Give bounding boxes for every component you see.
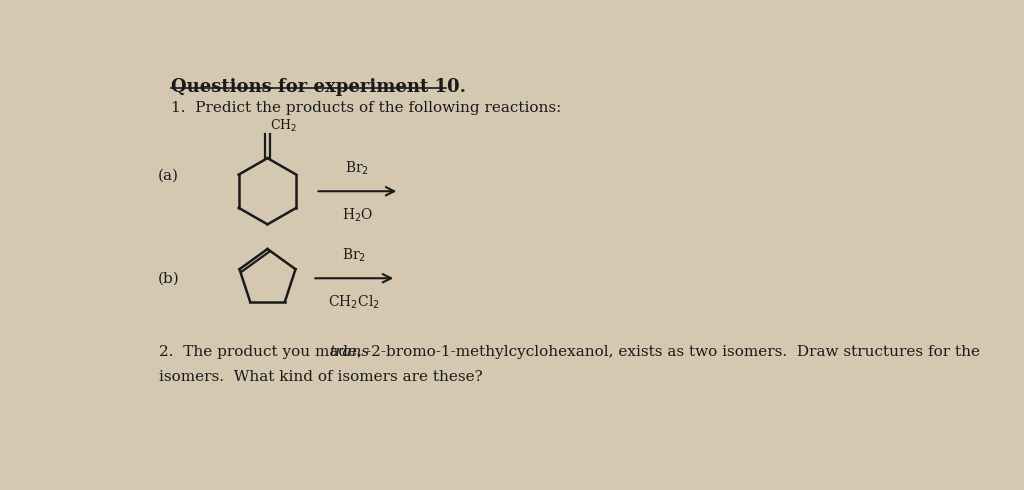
Text: isomers.  What kind of isomers are these?: isomers. What kind of isomers are these?: [159, 370, 482, 384]
Text: trans: trans: [330, 345, 370, 359]
Text: (a): (a): [158, 169, 178, 183]
Text: CH$_2$Cl$_2$: CH$_2$Cl$_2$: [329, 294, 380, 311]
Text: Questions for experiment 10.: Questions for experiment 10.: [171, 78, 466, 96]
Text: 1.  Predict the products of the following reactions:: 1. Predict the products of the following…: [171, 101, 561, 115]
Text: Br$_2$: Br$_2$: [345, 160, 370, 177]
Text: Br$_2$: Br$_2$: [342, 247, 367, 265]
Text: -2-bromo-1-methylcyclohexanol, exists as two isomers.  Draw structures for the: -2-bromo-1-methylcyclohexanol, exists as…: [366, 345, 980, 359]
Text: H$_2$O: H$_2$O: [342, 207, 373, 224]
Text: (b): (b): [158, 271, 179, 285]
Text: CH$_2$: CH$_2$: [270, 118, 297, 133]
Text: 2.  The product you made,: 2. The product you made,: [159, 345, 367, 359]
